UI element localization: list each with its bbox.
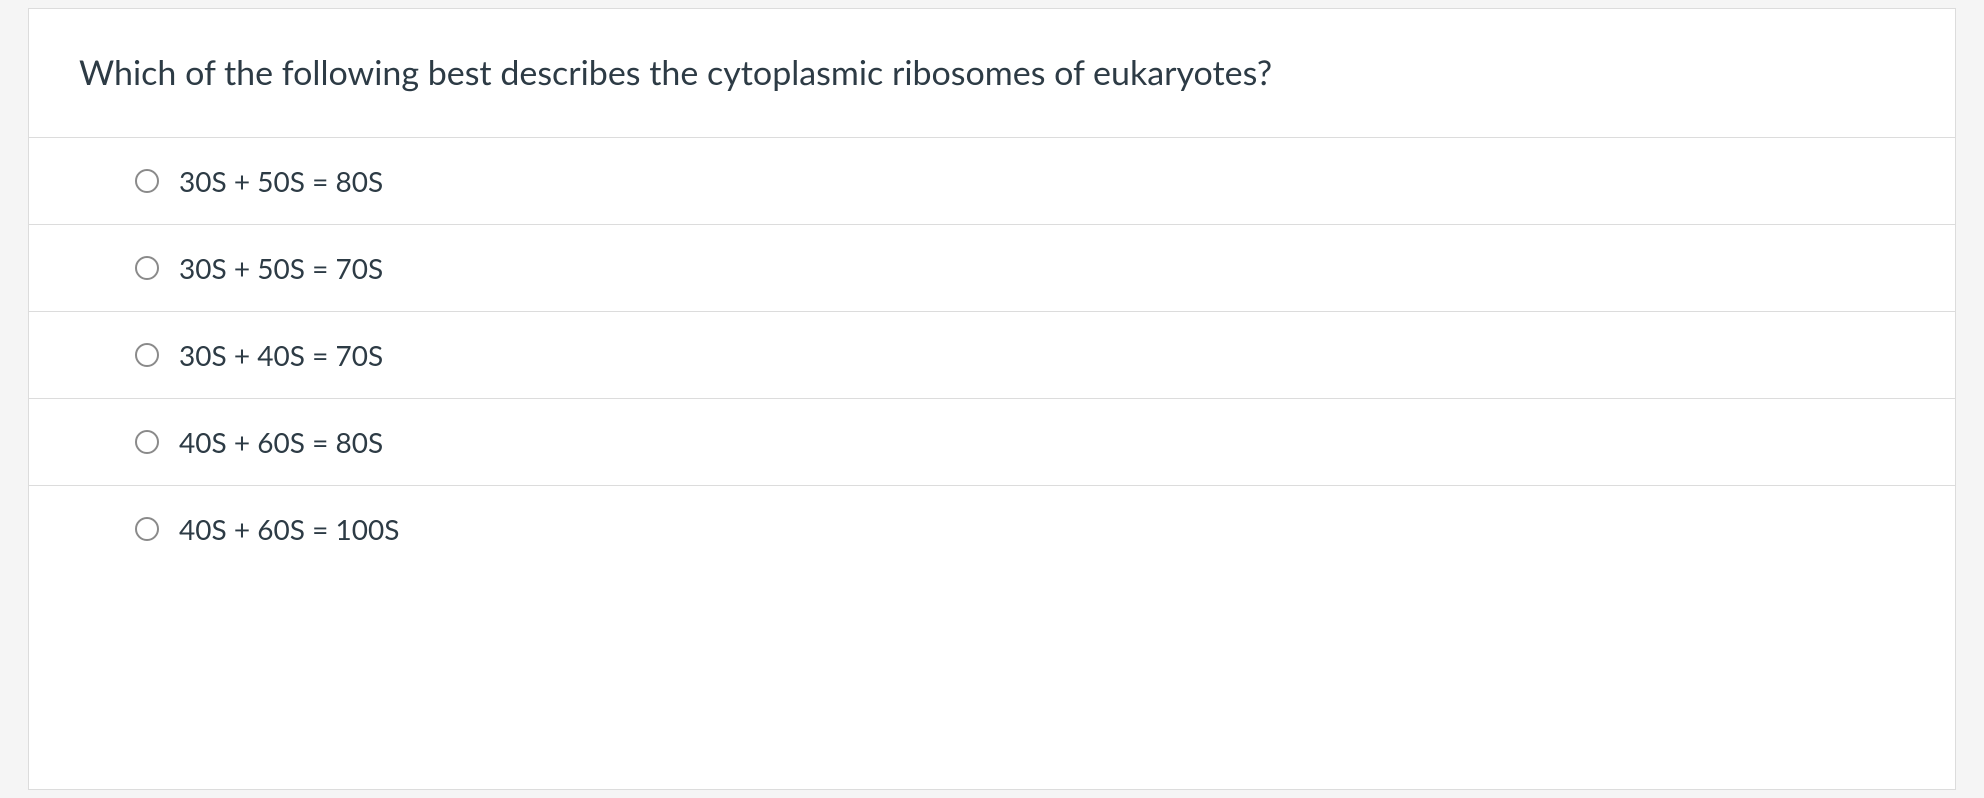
- option-label: 30S + 50S = 80S: [179, 164, 383, 198]
- option-row[interactable]: 40S + 60S = 80S: [29, 399, 1955, 486]
- option-row[interactable]: 30S + 40S = 70S: [29, 312, 1955, 399]
- option-row[interactable]: 30S + 50S = 80S: [29, 138, 1955, 225]
- option-label: 40S + 60S = 80S: [179, 425, 383, 459]
- radio-icon[interactable]: [135, 256, 159, 280]
- question-text: Which of the following best describes th…: [79, 49, 1905, 97]
- radio-icon[interactable]: [135, 169, 159, 193]
- question-card: Which of the following best describes th…: [28, 8, 1956, 790]
- radio-icon[interactable]: [135, 430, 159, 454]
- option-row[interactable]: 40S + 60S = 100S: [29, 486, 1955, 572]
- radio-icon[interactable]: [135, 517, 159, 541]
- options-list: 30S + 50S = 80S 30S + 50S = 70S 30S + 40…: [29, 137, 1955, 572]
- option-label: 30S + 40S = 70S: [179, 338, 383, 372]
- question-header: Which of the following best describes th…: [29, 9, 1955, 137]
- option-row[interactable]: 30S + 50S = 70S: [29, 225, 1955, 312]
- option-label: 40S + 60S = 100S: [179, 512, 399, 546]
- radio-icon[interactable]: [135, 343, 159, 367]
- option-label: 30S + 50S = 70S: [179, 251, 383, 285]
